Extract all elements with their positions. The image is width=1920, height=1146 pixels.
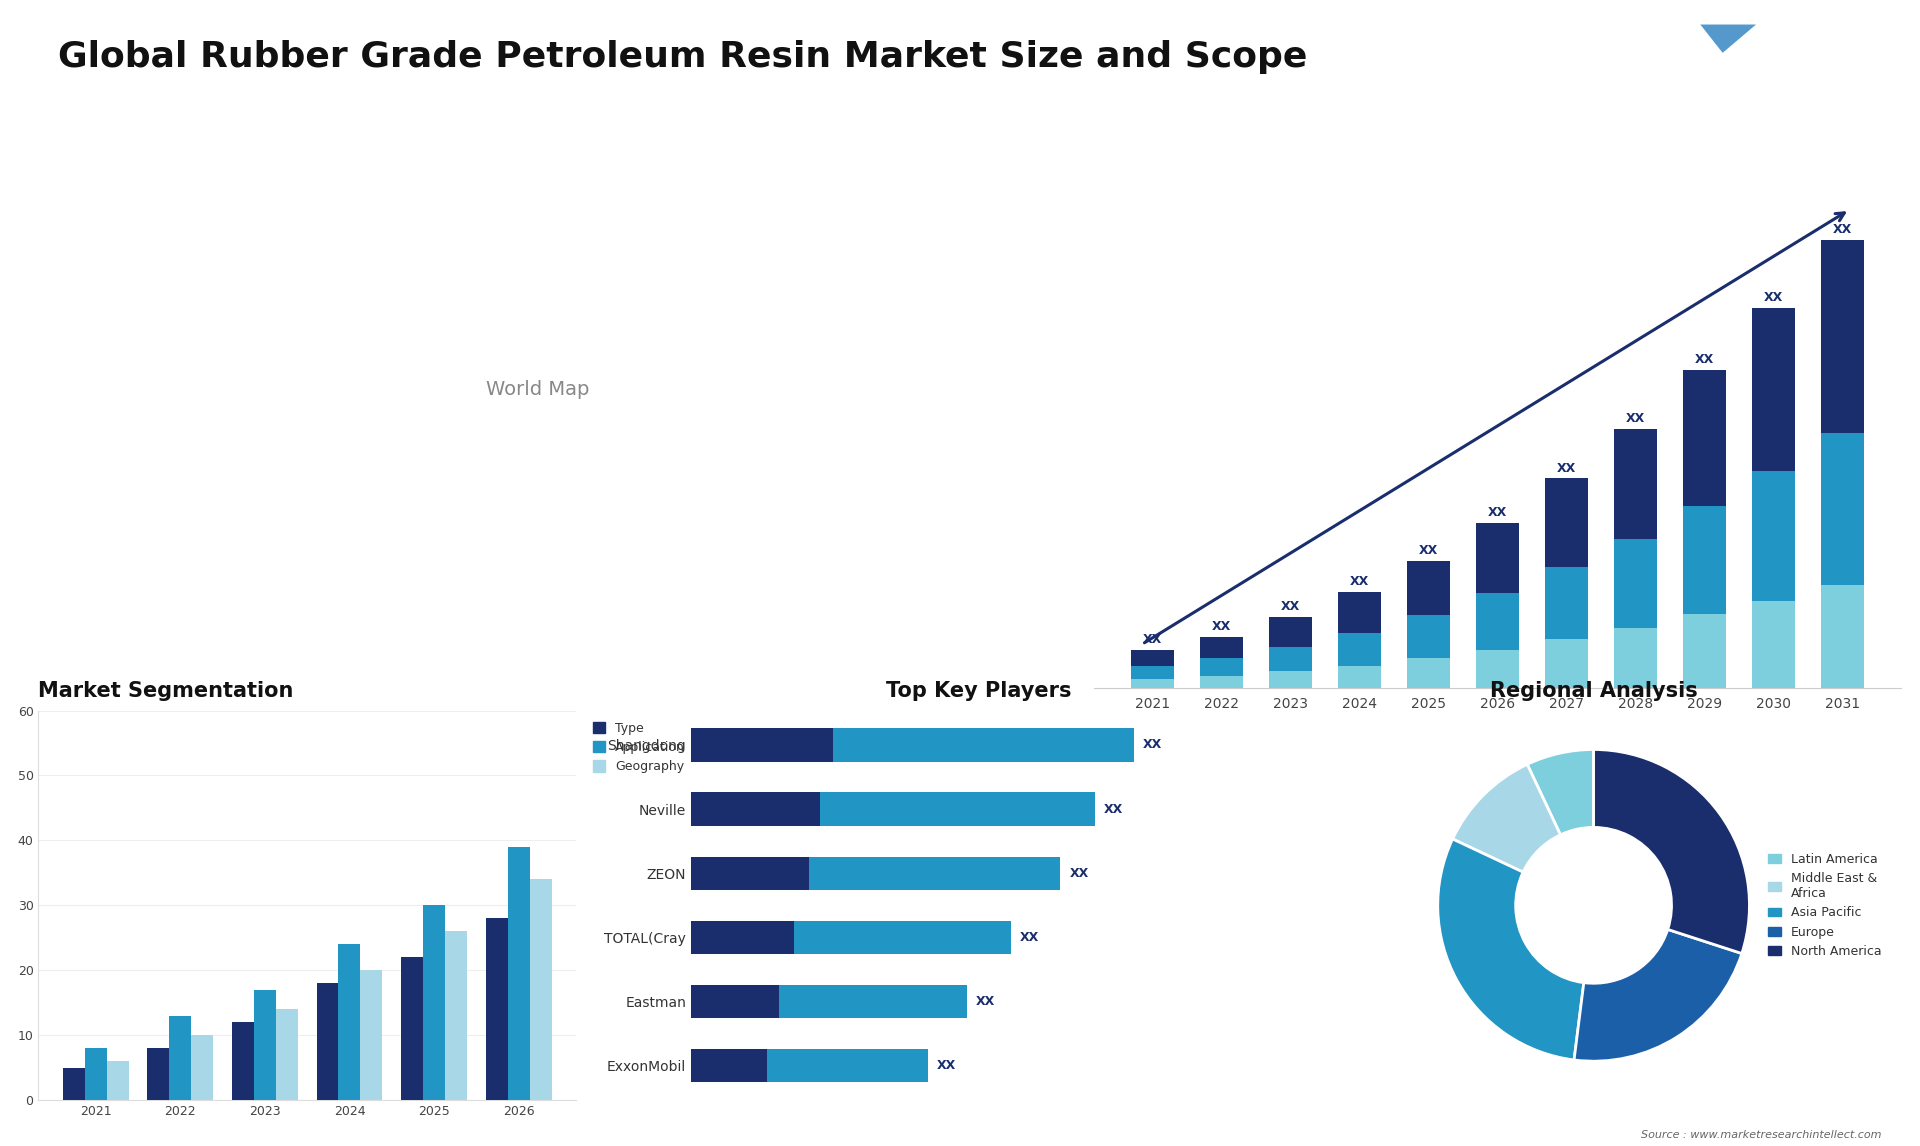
Title: Top Key Players: Top Key Players <box>887 681 1071 700</box>
Bar <box>169 1015 192 1100</box>
Bar <box>1407 658 1450 688</box>
Wedge shape <box>1453 764 1561 872</box>
Bar <box>148 1049 169 1100</box>
Text: XX: XX <box>937 1059 956 1073</box>
Text: XX: XX <box>1020 931 1039 944</box>
Bar <box>1407 560 1450 615</box>
Bar <box>1822 584 1864 688</box>
Text: XX: XX <box>1695 353 1715 367</box>
Bar <box>232 1022 253 1100</box>
Text: MARKET
RESEARCH
INTELLECT: MARKET RESEARCH INTELLECT <box>1776 47 1830 80</box>
Wedge shape <box>1438 839 1584 1060</box>
Bar <box>361 971 382 1100</box>
Bar <box>507 847 530 1100</box>
Bar <box>1615 628 1657 688</box>
Polygon shape <box>1645 24 1711 53</box>
Bar <box>1684 614 1726 688</box>
Bar <box>691 920 1012 955</box>
Bar <box>1822 433 1864 584</box>
Bar <box>691 728 1135 762</box>
Bar <box>1822 240 1864 433</box>
Bar <box>691 1049 766 1083</box>
Bar <box>691 920 793 955</box>
Bar <box>691 856 810 890</box>
Bar <box>1338 592 1380 634</box>
Text: XX: XX <box>1142 633 1162 646</box>
Bar <box>1615 539 1657 628</box>
Bar <box>401 957 422 1100</box>
Text: XX: XX <box>1069 866 1089 880</box>
Bar <box>1684 370 1726 505</box>
Legend: Latin America, Middle East &
Africa, Asia Pacific, Europe, North America: Latin America, Middle East & Africa, Asi… <box>1763 848 1887 963</box>
Bar <box>338 944 361 1100</box>
Bar <box>1753 471 1795 601</box>
Bar <box>530 879 551 1100</box>
Text: XX: XX <box>1350 575 1369 588</box>
Text: XX: XX <box>1104 802 1123 816</box>
Bar <box>1200 637 1242 658</box>
Bar <box>1753 308 1795 471</box>
Bar <box>1338 634 1380 666</box>
Text: XX: XX <box>1764 291 1784 305</box>
Wedge shape <box>1594 749 1749 953</box>
Bar <box>1476 523 1519 594</box>
Legend: Type, Application, Geography: Type, Application, Geography <box>588 716 689 778</box>
Bar <box>108 1061 129 1100</box>
Bar <box>1546 567 1588 638</box>
Bar <box>1269 618 1311 647</box>
Text: Market Segmentation: Market Segmentation <box>38 681 294 700</box>
Bar <box>691 856 1060 890</box>
Bar <box>691 792 1094 826</box>
Text: XX: XX <box>1557 462 1576 474</box>
Bar <box>1269 647 1311 672</box>
Wedge shape <box>1526 749 1594 834</box>
Bar <box>253 990 276 1100</box>
Bar <box>1476 650 1519 688</box>
Text: XX: XX <box>1419 544 1438 557</box>
Bar <box>1615 429 1657 539</box>
Bar <box>1269 672 1311 688</box>
Bar <box>1684 505 1726 614</box>
Bar <box>1200 658 1242 676</box>
Bar <box>1338 666 1380 688</box>
Bar <box>691 984 780 1019</box>
Polygon shape <box>1701 24 1757 53</box>
Text: Source : www.marketresearchintellect.com: Source : www.marketresearchintellect.com <box>1642 1130 1882 1140</box>
Text: XX: XX <box>1212 620 1231 633</box>
Bar <box>317 983 338 1100</box>
Bar <box>1407 615 1450 658</box>
Bar <box>1753 601 1795 688</box>
Bar <box>1546 638 1588 688</box>
Bar <box>422 905 445 1100</box>
Text: XX: XX <box>1626 411 1645 425</box>
Bar <box>445 932 467 1100</box>
Bar <box>691 728 833 762</box>
Title: Regional Analysis: Regional Analysis <box>1490 681 1697 700</box>
Text: XX: XX <box>1488 507 1507 519</box>
Bar <box>1200 676 1242 688</box>
Bar <box>276 1010 298 1100</box>
Bar <box>192 1035 213 1100</box>
Text: XX: XX <box>1834 223 1853 236</box>
Bar <box>691 984 968 1019</box>
Text: XX: XX <box>1281 601 1300 613</box>
Bar <box>84 1049 108 1100</box>
Bar <box>1131 666 1173 678</box>
Text: Global Rubber Grade Petroleum Resin Market Size and Scope: Global Rubber Grade Petroleum Resin Mark… <box>58 40 1308 74</box>
Bar <box>63 1068 84 1100</box>
Bar <box>486 918 507 1100</box>
Bar <box>1131 650 1173 666</box>
Wedge shape <box>1574 929 1741 1061</box>
Text: XX: XX <box>1142 738 1162 752</box>
Bar <box>691 1049 927 1083</box>
Text: XX: XX <box>975 995 995 1008</box>
Text: World Map: World Map <box>486 380 589 399</box>
Bar <box>1131 678 1173 688</box>
Bar <box>691 792 820 826</box>
Bar <box>1546 478 1588 567</box>
Bar <box>1476 594 1519 650</box>
